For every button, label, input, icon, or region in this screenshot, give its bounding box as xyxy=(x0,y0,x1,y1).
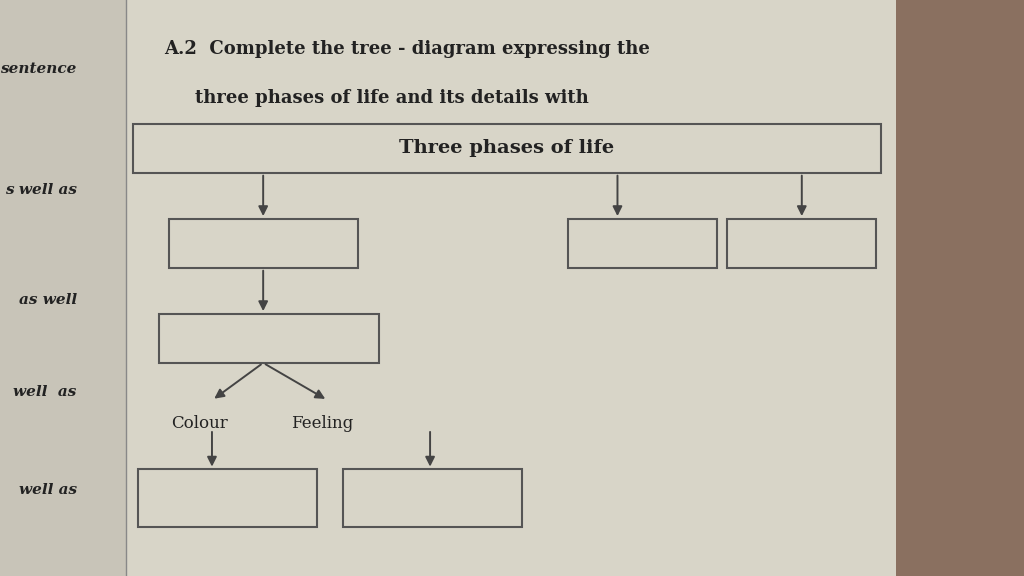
Text: references to the poem.: references to the poem. xyxy=(195,138,435,156)
Bar xyxy=(133,124,881,173)
Bar xyxy=(169,219,358,268)
Text: s well as: s well as xyxy=(5,183,77,197)
Text: well as: well as xyxy=(18,483,77,497)
Text: Colour: Colour xyxy=(171,415,228,432)
Bar xyxy=(896,0,1024,576)
Text: sentence: sentence xyxy=(0,62,77,76)
Bar xyxy=(126,0,896,576)
Text: Feeling: Feeling xyxy=(292,415,353,432)
Text: Three phases of life: Three phases of life xyxy=(399,139,614,157)
Text: three phases of life and its details with: three phases of life and its details wit… xyxy=(195,89,589,107)
Bar xyxy=(727,219,876,268)
Text: well  as: well as xyxy=(13,385,77,399)
Text: A.2  Complete the tree - diagram expressing the: A.2 Complete the tree - diagram expressi… xyxy=(164,40,649,58)
Text: as well: as well xyxy=(18,293,77,306)
Bar xyxy=(343,469,522,527)
Bar xyxy=(568,219,717,268)
Text: (2): (2) xyxy=(840,138,869,156)
Bar xyxy=(159,314,379,363)
Bar xyxy=(138,469,317,527)
